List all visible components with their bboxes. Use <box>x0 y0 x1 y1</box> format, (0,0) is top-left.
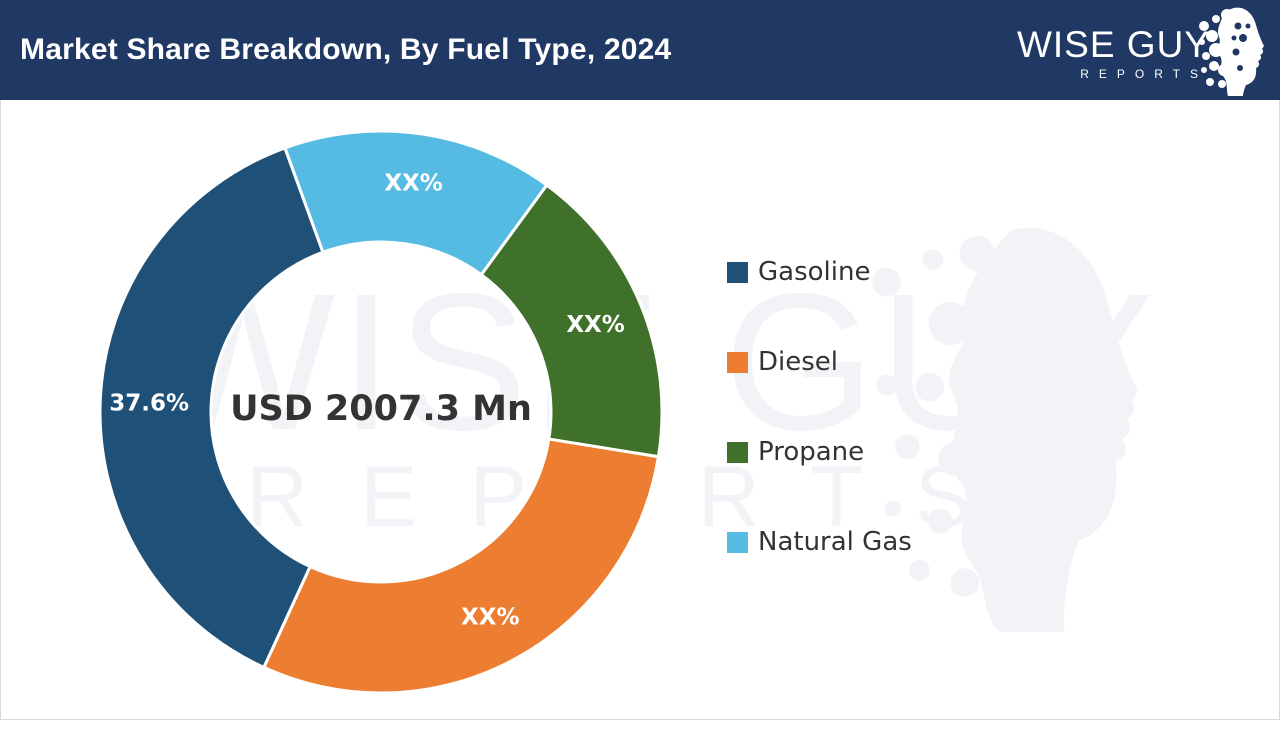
slice-value-label: XX% <box>461 605 520 631</box>
legend-item-propane: Propane <box>727 437 912 467</box>
logo-text: WISE GUY REPORTS <box>1016 23 1210 81</box>
chart-legend: Gasoline Diesel Propane Natural Gas <box>727 257 912 620</box>
header-bar: Market Share Breakdown, By Fuel Type, 20… <box>0 0 1280 100</box>
legend-label: Natural Gas <box>758 527 912 557</box>
legend-swatch-natural-gas <box>727 531 748 553</box>
legend-item-diesel: Diesel <box>727 347 912 377</box>
watermark-head-profile-icon <box>872 227 1138 632</box>
legend-swatch-diesel <box>727 351 748 373</box>
legend-swatch-propane <box>727 441 748 463</box>
page-title: Market Share Breakdown, By Fuel Type, 20… <box>20 33 672 66</box>
logo-wordmark: WISE GUY <box>1016 23 1210 65</box>
donut-chart: XX% XX% XX% 37.6% USD 2007.3 Mn <box>98 129 664 695</box>
chart-area: WISE GUY REPORTS <box>0 100 1280 720</box>
donut-slice-gasoline <box>98 146 325 670</box>
legend-label: Propane <box>758 437 865 467</box>
slice-value-label: XX% <box>384 170 443 196</box>
legend-item-natural-gas: Natural Gas <box>727 527 912 557</box>
logo-head-profile-icon <box>1199 7 1264 96</box>
legend-swatch-gasoline <box>727 261 748 283</box>
logo-subtitle: REPORTS <box>1080 66 1208 81</box>
donut-center-value: USD 2007.3 Mn <box>230 389 532 429</box>
donut-slice-propane <box>479 183 664 459</box>
slice-value-label: 37.6% <box>109 391 189 417</box>
slice-value-label: XX% <box>566 312 625 338</box>
legend-label: Gasoline <box>758 257 871 287</box>
legend-label: Diesel <box>758 347 839 377</box>
donut-slice-diesel <box>261 437 661 695</box>
wise-guy-logo: WISE GUY REPORTS <box>1017 4 1270 96</box>
legend-item-gasoline: Gasoline <box>727 257 912 287</box>
